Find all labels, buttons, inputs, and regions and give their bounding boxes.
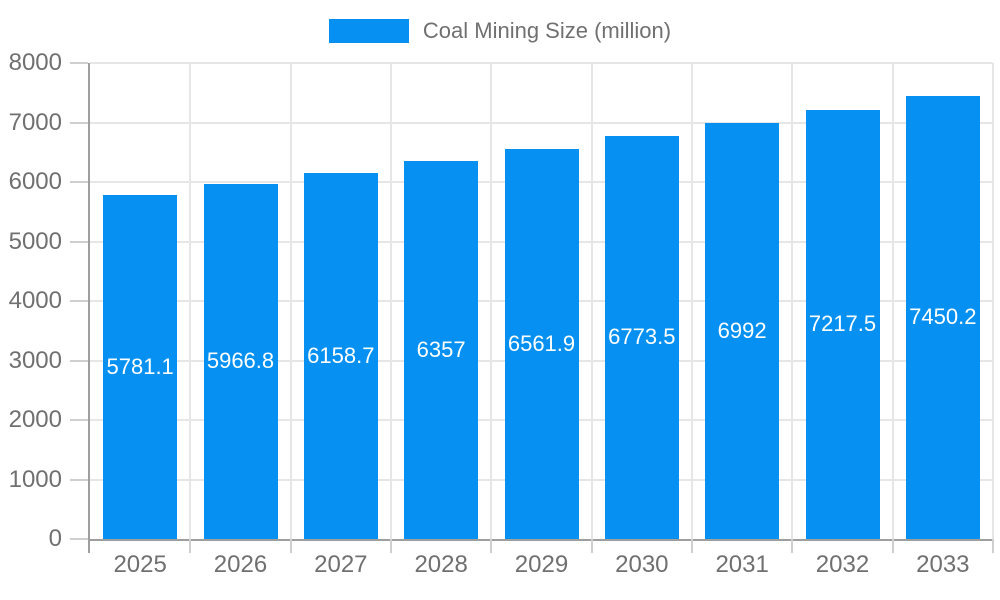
x-tick-mark bbox=[992, 539, 994, 553]
x-tick-mark bbox=[189, 539, 192, 553]
x-tick-mark bbox=[490, 539, 493, 553]
y-tick-label: 6000 bbox=[8, 168, 62, 195]
bar-value-label: 6992 bbox=[717, 317, 767, 343]
gridline-vertical bbox=[691, 63, 693, 539]
x-tick-mark bbox=[691, 539, 693, 553]
bar-2029[interactable]: 6561.9 bbox=[504, 148, 579, 539]
gridline-vertical bbox=[189, 63, 192, 539]
y-tick-label: 8000 bbox=[8, 49, 62, 76]
bar-2026[interactable]: 5966.8 bbox=[203, 183, 278, 539]
gridline-horizontal bbox=[90, 121, 993, 124]
x-tick-label: 2030 bbox=[615, 551, 669, 578]
gridline-vertical bbox=[390, 63, 392, 539]
gridline-vertical bbox=[891, 63, 894, 539]
gridline-vertical bbox=[791, 63, 794, 539]
bar-2025[interactable]: 5781.1 bbox=[103, 195, 178, 539]
bar-value-label: 6773.5 bbox=[608, 324, 676, 350]
x-tick-label: 2026 bbox=[213, 551, 268, 578]
legend-item[interactable]: Coal Mining Size (million) bbox=[328, 18, 672, 44]
bar-value-label: 6357 bbox=[416, 336, 466, 362]
gridline-vertical bbox=[992, 63, 994, 539]
plot-area: 0 1000 2000 3000 4000 5000 6000 7000 8000 5781.1 2… bbox=[9, 51, 994, 577]
x-tick-label: 2033 bbox=[916, 551, 970, 578]
gridline-vertical bbox=[490, 63, 493, 539]
gridline-horizontal bbox=[90, 62, 993, 64]
x-tick-label: 2027 bbox=[314, 551, 368, 578]
y-tick-mark bbox=[70, 240, 88, 243]
y-tick-label: 2000 bbox=[8, 406, 62, 433]
y-tick-mark bbox=[70, 181, 88, 183]
x-tick-label: 2031 bbox=[715, 551, 769, 578]
y-tick-label: 0 bbox=[48, 525, 62, 552]
legend: Coal Mining Size (million) bbox=[0, 18, 1000, 44]
bar-value-label: 7450.2 bbox=[909, 304, 977, 330]
bar-2032[interactable]: 7217.5 bbox=[805, 109, 880, 539]
x-tick-mark bbox=[88, 539, 90, 553]
x-tick-mark bbox=[390, 539, 392, 553]
x-tick-mark bbox=[289, 539, 292, 553]
gridline-vertical bbox=[590, 63, 593, 539]
x-tick-label: 2028 bbox=[414, 551, 468, 578]
x-tick-mark bbox=[791, 539, 794, 553]
x-tick-label: 2032 bbox=[815, 551, 870, 578]
y-tick-mark bbox=[70, 121, 88, 124]
x-tick-label: 2025 bbox=[113, 551, 167, 578]
bar-2033[interactable]: 7450.2 bbox=[905, 95, 980, 539]
bar-value-label: 6561.9 bbox=[507, 330, 576, 356]
bar-2031[interactable]: 6992 bbox=[705, 122, 780, 539]
y-tick-label: 3000 bbox=[8, 346, 62, 374]
y-tick-mark bbox=[70, 359, 88, 362]
plot-inner: 0 1000 2000 3000 4000 5000 6000 7000 8000 5781.1 2… bbox=[9, 51, 994, 577]
bar-value-label: 6158.7 bbox=[307, 342, 375, 368]
x-tick-label: 2029 bbox=[514, 551, 569, 578]
bar-2028[interactable]: 6357 bbox=[404, 160, 479, 539]
legend-label: Coal Mining Size (million) bbox=[422, 18, 672, 43]
y-tick-label: 7000 bbox=[8, 108, 62, 136]
y-tick-mark bbox=[70, 538, 88, 540]
y-tick-mark bbox=[70, 300, 88, 302]
bar-value-label: 5966.8 bbox=[206, 348, 275, 374]
y-tick-label: 1000 bbox=[8, 465, 62, 493]
bar-2027[interactable]: 6158.7 bbox=[303, 172, 378, 539]
y-tick-mark bbox=[70, 478, 88, 481]
x-tick-mark bbox=[590, 539, 593, 553]
bar-2030[interactable]: 6773.5 bbox=[604, 135, 679, 539]
y-tick-label: 4000 bbox=[8, 287, 62, 314]
y-tick-mark bbox=[70, 62, 88, 64]
y-tick-label: 5000 bbox=[8, 227, 62, 255]
x-tick-mark bbox=[891, 539, 894, 553]
bar-value-label: 7217.5 bbox=[808, 311, 877, 337]
legend-swatch-icon bbox=[328, 19, 409, 43]
y-tick-mark bbox=[70, 419, 88, 421]
gridline-vertical bbox=[289, 63, 292, 539]
bar-value-label: 5781.1 bbox=[106, 354, 174, 380]
